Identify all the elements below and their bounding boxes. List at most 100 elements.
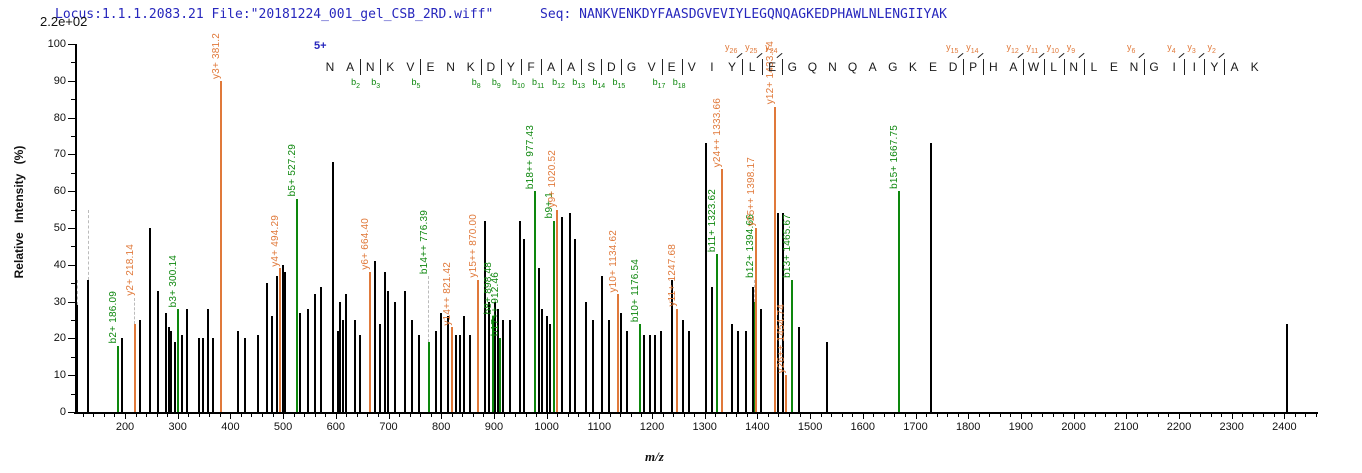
b-ion-marker: [561, 59, 563, 75]
x-tick: [1126, 413, 1128, 419]
x-minor-tick: [451, 413, 453, 417]
x-minor-tick: [1157, 413, 1159, 417]
residue: G: [888, 60, 898, 74]
x-minor-tick: [778, 413, 780, 417]
x-tick-label: 1300: [692, 421, 717, 433]
y-tick-label: 0: [59, 406, 66, 418]
residue: N: [1069, 60, 1079, 74]
peak: [440, 312, 443, 412]
peak: [339, 301, 342, 412]
residue: S: [587, 60, 596, 74]
y-ion-peak: [616, 294, 619, 412]
residue: Q: [807, 60, 818, 74]
x-tick-label: 1200: [639, 421, 665, 433]
x-minor-tick: [1263, 413, 1265, 417]
y-ion-peak: [774, 106, 777, 412]
x-tick: [1179, 413, 1180, 419]
x-tick-label: 2200: [1166, 421, 1192, 433]
x-minor-tick: [831, 413, 833, 417]
residue: E: [667, 60, 676, 74]
y-minor-tick: [71, 136, 75, 137]
b-ion-marker: [621, 59, 623, 75]
peak: [332, 161, 335, 412]
seq-value: NANKVENKDYFAASDGVEVIYLEGQNQAGKEDPHAWLNLE…: [579, 7, 947, 22]
b-ion-peak: [552, 220, 555, 412]
y-tick-label: 30: [53, 295, 66, 308]
b-ion-marker: [581, 59, 583, 75]
peak: [591, 320, 594, 412]
residue: A: [346, 60, 355, 74]
residue: N: [365, 60, 375, 74]
x-minor-tick: [1115, 413, 1117, 417]
peak: [344, 294, 347, 412]
x-minor-tick: [272, 413, 274, 417]
peak: [201, 338, 204, 412]
residue: G: [787, 60, 797, 74]
b-ion-label: b2: [351, 77, 361, 90]
x-minor-tick: [1316, 413, 1318, 417]
x-minor-tick: [641, 413, 643, 417]
residue: A: [567, 60, 576, 74]
b-ion-peak: [533, 191, 536, 412]
residue: G: [626, 60, 637, 74]
peak: [313, 294, 316, 412]
x-minor-tick: [620, 413, 622, 417]
x-minor-tick: [367, 413, 369, 417]
peak: [654, 334, 657, 412]
y-ion-marker-corner: [1198, 52, 1205, 59]
x-minor-tick: [767, 413, 769, 417]
y-tick-label: 50: [53, 222, 66, 234]
x-tick-label: 1700: [903, 421, 928, 433]
peak: [336, 331, 339, 412]
y-axis-line: [75, 44, 77, 413]
peak: [403, 290, 406, 412]
x-minor-tick: [578, 413, 580, 417]
y-tick-label: 90: [53, 74, 66, 87]
b-ion-marker: [520, 59, 522, 75]
x-minor-tick: [1210, 413, 1212, 417]
x-minor-tick: [240, 413, 242, 417]
b-ion-peak-label: b3+ 300.14: [167, 254, 179, 307]
residue: K: [1250, 60, 1259, 74]
dashed-overflow-line: [754, 279, 756, 302]
peak: [1286, 323, 1289, 412]
b-ion-peak: [791, 279, 793, 412]
b-ion-peak-label: b10+ 1176.54: [629, 258, 641, 322]
y-ion-peak-label: y6+ 664.40: [359, 218, 371, 271]
x-minor-tick: [1031, 413, 1033, 417]
residue: A: [547, 60, 556, 74]
y-ion-peak: [755, 228, 758, 412]
x-minor-tick: [1189, 413, 1191, 417]
y-ion-marker: [1204, 59, 1206, 75]
peak: [736, 331, 739, 412]
x-minor-tick: [609, 413, 611, 417]
x-minor-tick: [1063, 413, 1065, 417]
peak: [496, 308, 499, 412]
b-ion-marker: [380, 59, 382, 75]
x-minor-tick: [957, 413, 959, 417]
y-ion-peak-label: y3+ 381.2: [210, 32, 222, 79]
peak: [781, 213, 784, 412]
peak: [284, 272, 287, 412]
y-ion-marker: [963, 59, 965, 75]
y-tick: [68, 338, 75, 340]
peak: [731, 323, 734, 412]
y-ion-marker: [1083, 59, 1085, 75]
peak: [212, 338, 214, 412]
peak: [275, 275, 278, 412]
y-ion-marker: [1043, 59, 1045, 75]
residue: D: [607, 60, 616, 74]
x-minor-tick: [1273, 413, 1275, 417]
y-ion-peak-label: y2+ 218.14: [124, 244, 136, 296]
y-ion-peak: [785, 375, 788, 412]
y-ion-marker: [782, 59, 784, 75]
x-minor-tick: [251, 413, 253, 417]
b-ion-marker: [360, 59, 362, 75]
x-tick: [283, 413, 285, 419]
x-tick-label: 200: [115, 421, 135, 433]
b-ion-label: b5: [411, 77, 421, 90]
peak: [197, 338, 200, 412]
peak: [76, 305, 79, 412]
y-ion-peak-label: y15++ 870.00: [468, 213, 480, 278]
y-ion-peak-label: y24++ 1333.66: [712, 97, 724, 168]
